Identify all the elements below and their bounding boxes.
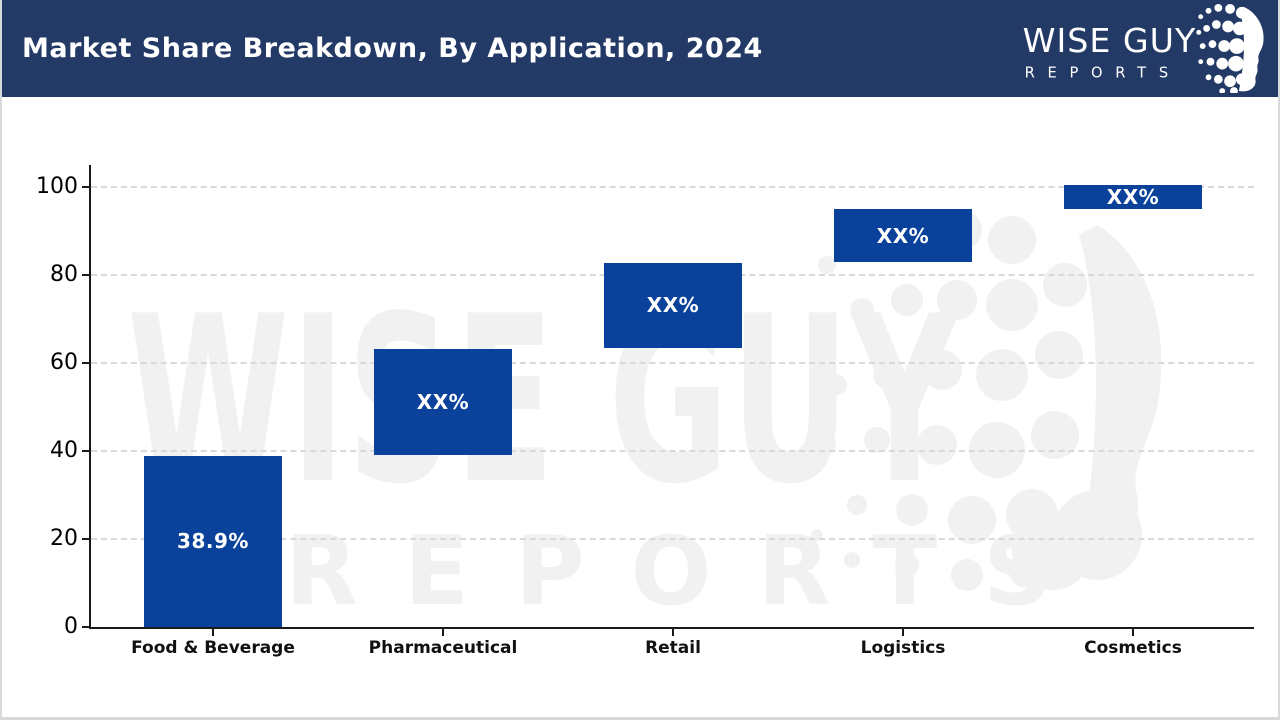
y-axis-tick	[82, 362, 91, 364]
plot: 0 20 40 60 80 100 38.9% Food & Beverage XX% Pharm…	[2, 97, 1278, 717]
x-axis-tick	[1132, 629, 1134, 636]
bar-value-label-cosmetics: XX%	[1106, 184, 1160, 209]
bar-value-label-food-beverage: 38.9%	[177, 529, 249, 554]
bar-value-label-retail: XX%	[646, 293, 700, 318]
gridline	[91, 362, 1254, 364]
watermark-face-icon	[811, 210, 1162, 591]
y-axis-tick	[82, 538, 91, 540]
category-label-logistics: Logistics	[860, 638, 946, 658]
y-axis-tick-label: 20	[50, 526, 78, 551]
bar-value-label-pharmaceutical: XX%	[416, 389, 470, 414]
y-axis-tick	[82, 274, 91, 276]
chart-title: Market Share Breakdown, By Application, …	[22, 33, 763, 64]
gridline	[91, 450, 1254, 452]
bar-food-beverage: 38.9%	[144, 455, 282, 627]
y-axis-tick	[82, 450, 91, 452]
wise-guy-reports-logo: WISE GUY REPORTS	[1023, 3, 1264, 93]
bar-value-label-logistics: XX%	[876, 223, 930, 248]
bar-pharmaceutical: XX%	[374, 348, 512, 455]
bar-retail: XX%	[604, 262, 742, 349]
x-axis-tick	[442, 629, 444, 636]
x-axis-tick	[902, 629, 904, 636]
bar-logistics: XX%	[834, 209, 972, 262]
logo-subtext: REPORTS	[1025, 64, 1181, 81]
header: Market Share Breakdown, By Application, …	[2, 0, 1278, 97]
y-axis-tick-label: 40	[50, 438, 78, 463]
y-axis-spine	[89, 165, 91, 627]
x-axis-spine	[89, 627, 1254, 629]
y-axis-tick	[82, 186, 91, 188]
chart-area: WISE GUY REPORTS 0 20 40 60 80 100 38.9% Food &…	[2, 97, 1278, 717]
gridline	[91, 186, 1254, 188]
y-axis-tick-label: 100	[36, 174, 78, 199]
y-axis-tick-label: 0	[64, 614, 78, 639]
gridline	[91, 538, 1254, 540]
y-axis-tick-label: 60	[50, 350, 78, 375]
logo-wordmark: WISE GUY	[1023, 21, 1197, 60]
bar-cosmetics: XX%	[1064, 184, 1202, 209]
category-label-retail: Retail	[645, 638, 701, 658]
dotted-face-profile-icon	[1196, 3, 1264, 93]
y-axis-tick-label: 80	[50, 262, 78, 287]
category-label-cosmetics: Cosmetics	[1084, 638, 1182, 658]
x-axis-tick	[212, 629, 214, 636]
y-axis-tick	[82, 626, 91, 628]
category-label-pharmaceutical: Pharmaceutical	[368, 638, 518, 658]
watermark-subtext: REPORTS	[285, 517, 1098, 627]
x-axis-tick	[672, 629, 674, 636]
category-label-food-beverage: Food & Beverage	[131, 638, 295, 658]
